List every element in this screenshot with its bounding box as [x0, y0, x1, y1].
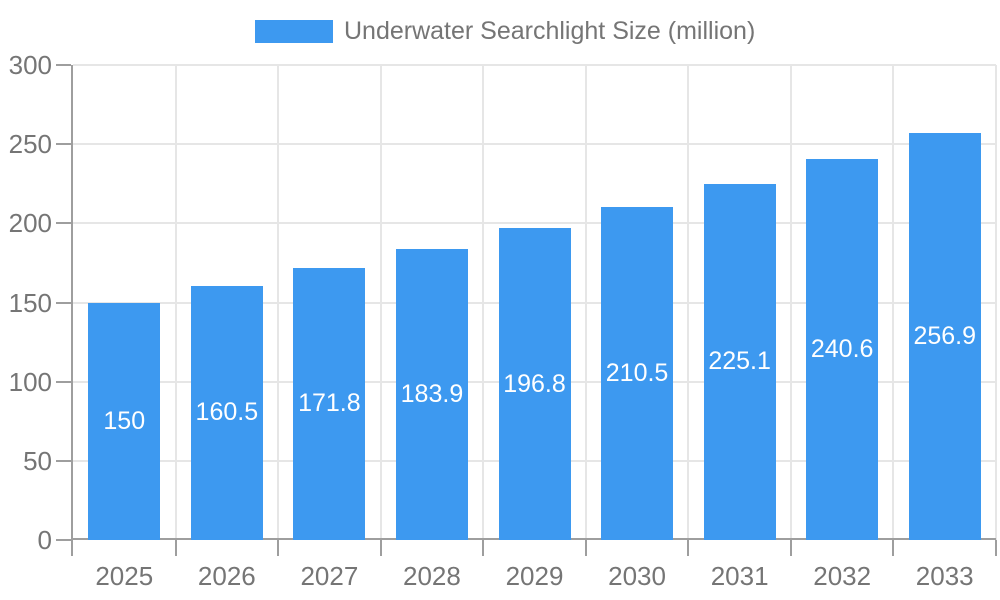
y-axis-tick — [56, 380, 71, 383]
bar-2033: 256.9 — [908, 133, 981, 540]
y-axis-tick — [56, 222, 71, 225]
gridline-vertical — [277, 65, 280, 540]
legend-item[interactable]: Underwater Searchlight Size (million) — [255, 17, 755, 46]
bar-value-label: 150 — [103, 406, 146, 435]
x-axis-tick — [277, 540, 280, 556]
x-axis-tick — [71, 540, 73, 556]
gridline-horizontal — [73, 64, 996, 66]
bar-2025: 150 — [88, 302, 161, 540]
gridline-vertical — [174, 65, 177, 540]
x-axis-tick — [892, 540, 895, 556]
y-axis-tick — [56, 539, 71, 541]
x-axis-tick-label: 2031 — [710, 561, 769, 591]
gridline-horizontal — [73, 143, 996, 146]
y-axis-tick — [56, 459, 71, 462]
bar-2031: 225.1 — [703, 183, 776, 540]
x-axis-tick — [789, 540, 792, 556]
legend-label: Underwater Searchlight Size (million) — [344, 17, 756, 45]
y-axis-tick-label: 50 — [23, 445, 52, 476]
bar-value-label: 171.8 — [298, 389, 361, 418]
bar-value-label: 225.1 — [708, 347, 771, 376]
bar-2030: 210.5 — [601, 206, 674, 540]
y-axis-tick-label: 150 — [8, 287, 52, 318]
gridline-vertical — [995, 65, 997, 540]
y-axis-tick-label: 0 — [37, 525, 52, 555]
legend-swatch — [255, 20, 333, 43]
x-axis-tick-label: 2032 — [813, 561, 872, 591]
bar-value-label: 183.9 — [400, 379, 464, 408]
bar-2028: 183.9 — [395, 248, 468, 540]
x-axis-tick — [174, 540, 177, 556]
x-axis-tick — [482, 540, 485, 556]
x-axis-tick-label: 2027 — [300, 561, 359, 591]
y-axis-tick-label: 100 — [8, 366, 52, 397]
bar-2027: 171.8 — [293, 267, 366, 540]
x-axis-tick — [687, 540, 690, 556]
y-axis-tick-label: 250 — [8, 129, 52, 160]
gridline-vertical — [379, 65, 382, 540]
y-axis-tick-label: 300 — [8, 50, 52, 80]
gridline-horizontal — [73, 222, 996, 225]
y-axis-tick — [56, 301, 71, 304]
bar-value-label: 196.8 — [503, 369, 566, 398]
bar-value-label: 210.5 — [605, 358, 669, 387]
x-axis-tick — [995, 540, 997, 556]
x-axis-tick — [584, 540, 587, 556]
x-axis-tick-label: 2025 — [95, 561, 154, 591]
x-axis-tick-label: 2028 — [403, 561, 461, 591]
bar-2029: 196.8 — [498, 228, 571, 540]
x-axis-tick-label: 2029 — [505, 561, 564, 591]
gridline-vertical — [892, 65, 895, 540]
y-axis-line — [71, 65, 73, 556]
gridline-vertical — [584, 65, 587, 540]
y-axis-tick — [56, 64, 71, 66]
bar-value-label: 160.5 — [195, 398, 259, 427]
bar-2032: 240.6 — [806, 159, 879, 540]
gridline-vertical — [789, 65, 792, 540]
gridline-vertical — [687, 65, 690, 540]
y-axis-tick — [56, 143, 71, 146]
gridline-vertical — [482, 65, 485, 540]
bar-value-label: 256.9 — [913, 322, 976, 351]
y-axis-tick-label: 200 — [8, 208, 52, 239]
x-axis-tick-label: 2026 — [197, 561, 256, 591]
x-axis-tick-label: 2033 — [915, 561, 974, 591]
bar-2026: 160.5 — [190, 285, 263, 540]
bar-value-label: 240.6 — [810, 335, 874, 364]
x-axis-tick — [379, 540, 382, 556]
x-axis-tick-label: 2030 — [608, 561, 666, 591]
